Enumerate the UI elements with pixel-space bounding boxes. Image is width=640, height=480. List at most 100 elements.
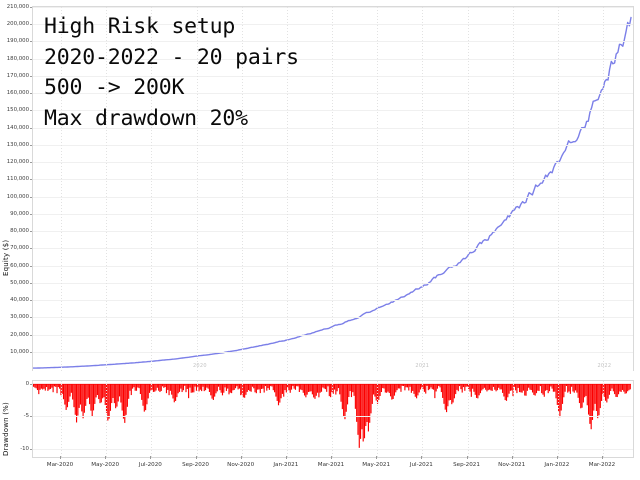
year-band-label: 2020: [192, 363, 207, 369]
drawdown-bar: [573, 384, 575, 393]
equity-gridline: [33, 317, 633, 319]
equity-y-tick-mark: [30, 317, 32, 319]
drawdown-bar: [524, 384, 526, 396]
drawdown-bar: [224, 384, 226, 388]
drawdown-bar: [57, 384, 59, 388]
annotation-line-3: 500 -> 200K: [44, 75, 185, 101]
drawdown-bar: [328, 384, 330, 397]
drawdown-bar: [231, 384, 233, 394]
drawdown-bar: [100, 384, 102, 403]
equity-gridline: [33, 231, 633, 233]
drawdown-bar: [215, 384, 217, 394]
drawdown-bar: [103, 384, 105, 398]
drawdown-bar: [331, 384, 333, 393]
drawdown-bar: [341, 384, 343, 410]
drawdown-bar: [604, 384, 607, 401]
drawdown-bar: [348, 384, 350, 397]
drawdown-bar: [614, 384, 616, 395]
drawdown-bar: [208, 384, 211, 392]
drawdown-bar: [337, 384, 340, 389]
vertical-gridline: [151, 7, 153, 371]
drawdown-bar: [129, 384, 131, 391]
drawdown-bar: [599, 384, 601, 409]
drawdown-bar: [267, 384, 269, 389]
vertical-gridline: [603, 381, 604, 457]
drawdown-bar: [461, 384, 463, 393]
drawdown-bar: [305, 384, 307, 398]
drawdown-bar: [515, 384, 517, 391]
drawdown-bar: [448, 384, 450, 401]
drawdown-bar: [451, 384, 453, 405]
drawdown-bar: [522, 384, 525, 391]
drawdown-bar: [56, 384, 58, 394]
drawdown-bar: [211, 384, 213, 399]
drawdown-bar: [551, 384, 553, 389]
drawdown-bar: [594, 384, 596, 404]
drawdown-bar: [203, 384, 205, 392]
drawdown-bar: [96, 384, 98, 395]
drawdown-bar: [443, 384, 445, 404]
drawdown-bar: [190, 384, 192, 393]
drawdown-bar: [572, 384, 574, 392]
drawdown-bar: [345, 384, 347, 412]
equity-y-tick-mark: [30, 58, 32, 60]
equity-y-tick-label: 150,000: [6, 107, 29, 114]
drawdown-bar: [189, 384, 191, 388]
x-tick-label: Jan-2021: [273, 462, 299, 468]
equity-y-tick-label: 40,000: [10, 297, 29, 304]
drawdown-bar: [283, 384, 285, 397]
drawdown-bar: [34, 384, 36, 388]
drawdown-gridline: [33, 448, 633, 450]
drawdown-bar: [237, 384, 239, 390]
drawdown-bar: [257, 384, 259, 390]
drawdown-bar: [85, 384, 87, 406]
drawdown-bar: [537, 384, 539, 391]
drawdown-bar: [365, 384, 367, 427]
drawdown-bar: [46, 384, 48, 388]
drawdown-y-axis: 0 -5 -10: [0, 380, 32, 456]
equity-gridline: [33, 7, 633, 8]
drawdown-bar: [452, 384, 454, 403]
drawdown-bar: [210, 384, 212, 396]
drawdown-bar: [560, 384, 562, 411]
drawdown-bar: [333, 384, 336, 390]
x-tick-mark: [60, 456, 61, 459]
drawdown-bar: [395, 384, 397, 393]
drawdown-bar: [460, 384, 462, 390]
vertical-gridline: [241, 7, 243, 371]
drawdown-bar: [584, 384, 586, 398]
drawdown-bar: [72, 384, 74, 400]
equity-y-axis: 10,000 20,000 30,000 40,000 50,000 60,000 70,0…: [0, 4, 32, 370]
drawdown-bar: [440, 384, 442, 393]
drawdown-y-tick-label: -5: [23, 413, 29, 420]
x-tick-label: Mar-2020: [46, 462, 74, 468]
drawdown-bar: [108, 384, 110, 419]
equity-y-tick-label: 60,000: [10, 262, 29, 269]
drawdown-bar: [472, 384, 474, 389]
vertical-gridline: [557, 381, 559, 457]
drawdown-bar: [534, 384, 536, 396]
vertical-gridline: [467, 7, 469, 371]
drawdown-bar: [188, 384, 190, 399]
x-tick-mark: [556, 456, 558, 459]
drawdown-bar: [270, 384, 272, 387]
drawdown-bar: [418, 384, 420, 393]
drawdown-bar: [492, 384, 495, 387]
drawdown-bar: [141, 384, 143, 400]
drawdown-bar: [466, 384, 468, 387]
drawdown-bar: [427, 384, 429, 391]
drawdown-bar: [378, 384, 380, 400]
drawdown-bar: [35, 384, 37, 389]
drawdown-bar: [388, 384, 390, 393]
drawdown-bar: [77, 384, 79, 416]
drawdown-bar: [554, 384, 556, 392]
x-tick-label: Sep-2021: [453, 462, 480, 468]
drawdown-bar: [425, 384, 427, 394]
drawdown-bar: [218, 384, 220, 387]
drawdown-bar: [36, 384, 39, 391]
drawdown-bar: [289, 384, 291, 393]
drawdown-bar: [82, 384, 84, 419]
drawdown-bar: [44, 384, 46, 391]
equity-y-tick-mark: [30, 179, 32, 181]
drawdown-bar: [589, 384, 591, 424]
